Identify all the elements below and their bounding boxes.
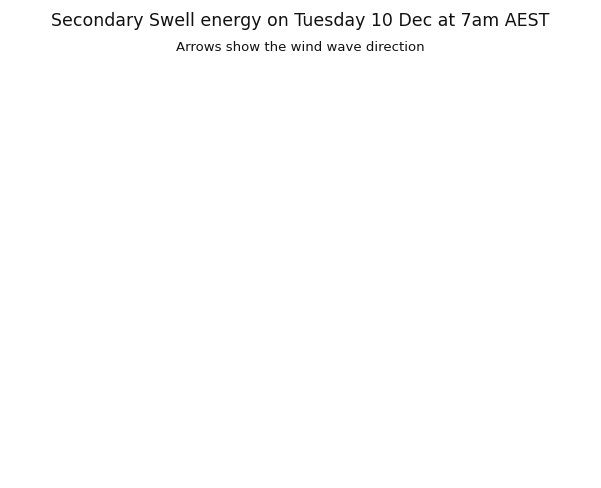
Text: Arrows show the wind wave direction: Arrows show the wind wave direction [176,41,425,55]
Text: Secondary Swell energy on Tuesday 10 Dec at 7am AEST: Secondary Swell energy on Tuesday 10 Dec… [51,12,550,30]
